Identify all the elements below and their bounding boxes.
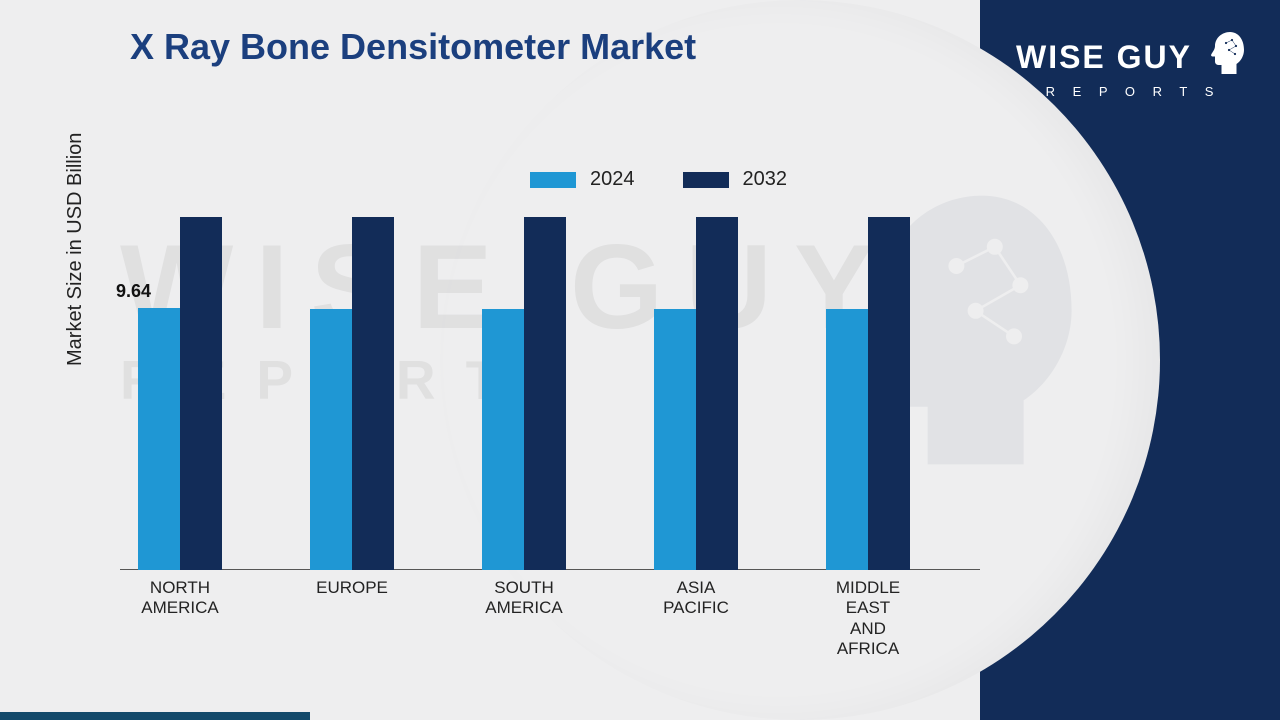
brand-sub-text: R E P O R T S	[1016, 84, 1250, 99]
bar-series-b	[180, 217, 222, 570]
legend-swatch-2032	[683, 172, 729, 188]
legend: 2024 2032	[530, 168, 787, 191]
bar-chart: NORTH AMERICA9.64EUROPESOUTH AMERICAASIA…	[120, 190, 980, 570]
legend-swatch-2024	[530, 172, 576, 188]
bar-series-b	[352, 217, 394, 570]
bar-series-b	[524, 217, 566, 570]
bar-series-a	[482, 309, 524, 570]
bar-value-label: 9.64	[116, 281, 151, 302]
bar-series-a	[138, 308, 180, 570]
x-axis-label: MIDDLE EAST AND AFRICA	[836, 578, 900, 660]
brand-logo: WISE GUY R E P O R T S	[1016, 28, 1250, 99]
x-axis-label: NORTH AMERICA	[141, 578, 218, 619]
bar-series-a	[654, 309, 696, 570]
report-graphic: WISE GUY REPORTS WISE GUY	[0, 0, 1280, 720]
x-axis-label: EUROPE	[316, 578, 388, 598]
x-axis-label: ASIA PACIFIC	[663, 578, 729, 619]
legend-item-2032: 2032	[683, 168, 788, 191]
brand-main-text: WISE GUY	[1016, 39, 1192, 76]
accent-strip	[0, 712, 310, 720]
bar-series-b	[868, 217, 910, 570]
bar-series-a	[826, 309, 868, 570]
legend-label-2032: 2032	[743, 168, 788, 191]
x-axis-label: SOUTH AMERICA	[485, 578, 562, 619]
bar-series-a	[310, 309, 352, 570]
legend-item-2024: 2024	[530, 168, 635, 191]
y-axis-label: Market Size in USD Billion	[64, 133, 87, 366]
chart-title: X Ray Bone Densitometer Market	[130, 26, 696, 68]
legend-label-2024: 2024	[590, 168, 635, 191]
bar-series-b	[696, 217, 738, 570]
brand-head-icon	[1200, 28, 1250, 86]
